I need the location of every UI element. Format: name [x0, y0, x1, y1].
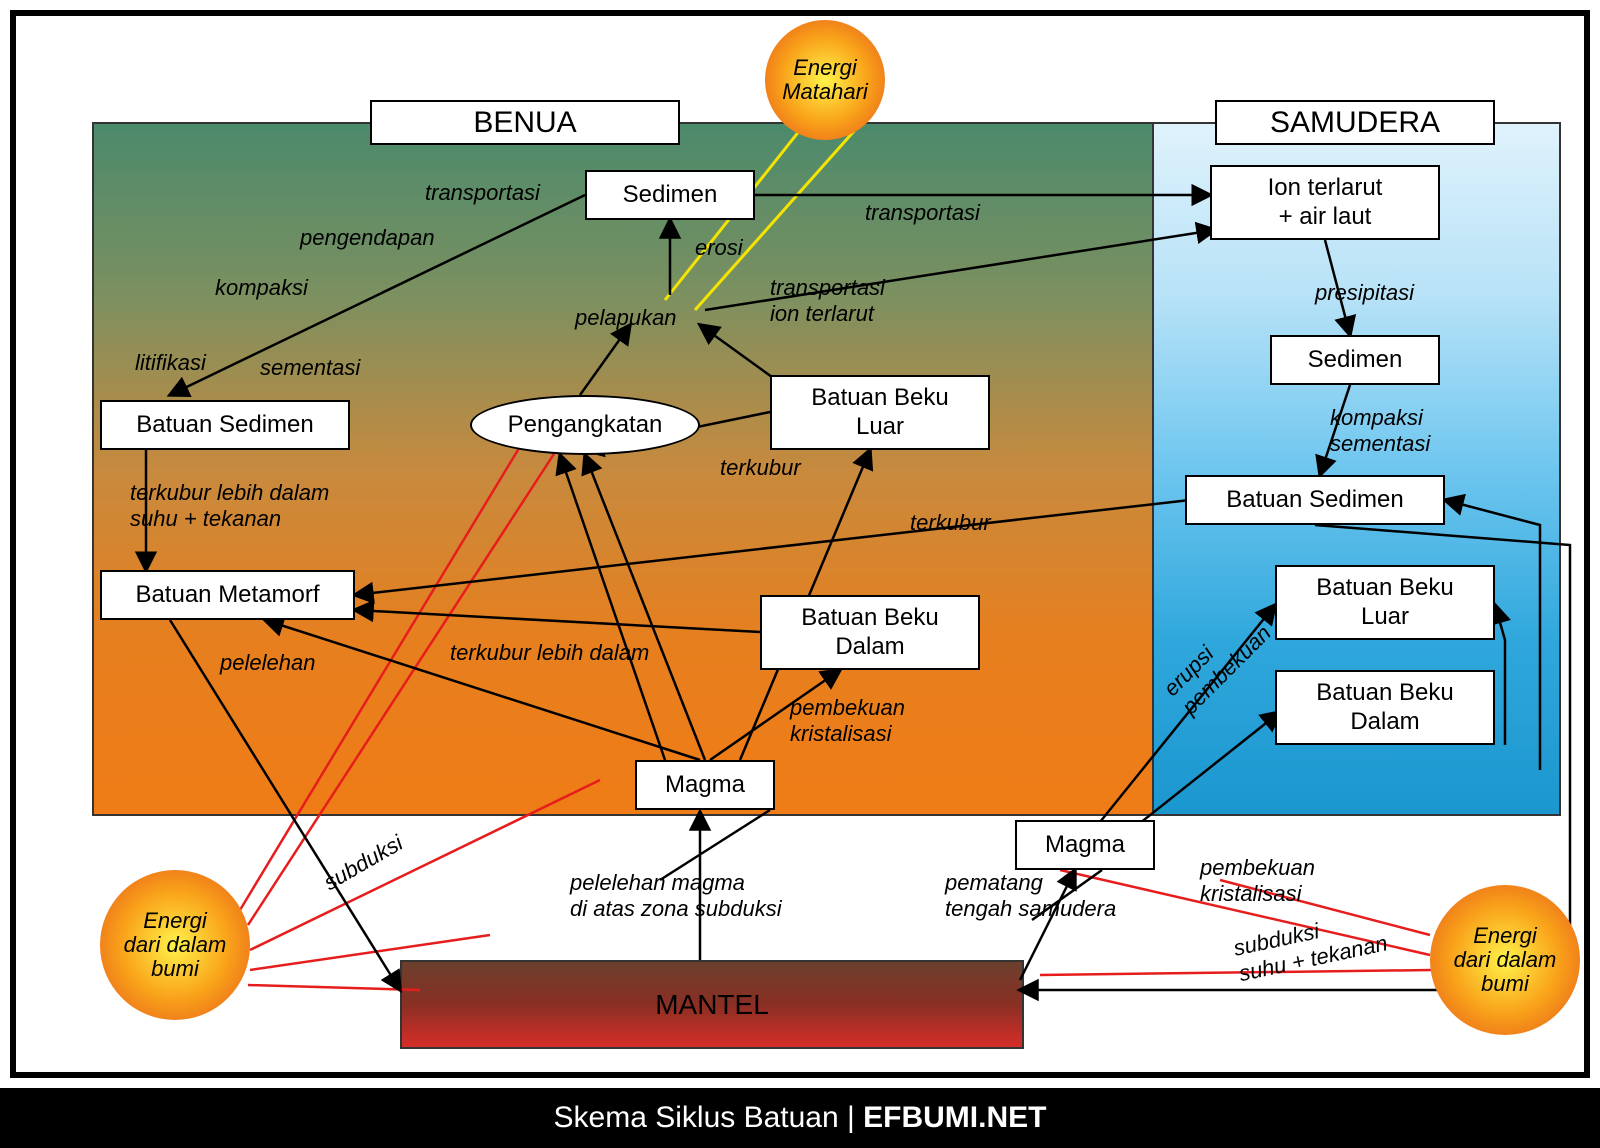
label-pelelehan_magma: pelelehan magmadi atas zona subduksi — [570, 870, 782, 922]
footer-title: Skema Siklus Batuan | — [554, 1101, 864, 1134]
region-benua — [92, 122, 1156, 816]
label-pembekuan_krist_b: pembekuankristalisasi — [790, 695, 905, 747]
label-terkubur_suhu: terkubur lebih dalamsuhu + tekanan — [130, 480, 329, 532]
title-benua-label: BENUA — [473, 105, 576, 141]
label-pembekuan_krist_s: pembekuankristalisasi — [1200, 855, 1315, 907]
node-bat_beku_dalam_s-label: Batuan BekuDalam — [1316, 679, 1453, 737]
node-bat_sed_s: Batuan Sedimen — [1185, 475, 1445, 525]
label-litifikasi: litifikasi — [135, 350, 206, 376]
sun-left: Energidari dalambumi — [100, 870, 250, 1020]
label-transp_ion: transportasiion terlarut — [770, 275, 885, 327]
node-bat_beku_luar_s: Batuan BekuLuar — [1275, 565, 1495, 640]
node-bat_sed_b-label: Batuan Sedimen — [136, 411, 313, 440]
label-pematang: pematangtengah samudera — [945, 870, 1116, 922]
node-bat_beku_luar_s-label: Batuan BekuLuar — [1316, 574, 1453, 632]
title-benua: BENUA — [370, 100, 680, 145]
node-magma_b-label: Magma — [665, 771, 745, 800]
label-pengendapan: pengendapan — [300, 225, 435, 251]
title-samudera-label: SAMUDERA — [1270, 105, 1440, 141]
node-ion-label: Ion terlarut+ air laut — [1268, 174, 1383, 232]
node-sedimen_s: Sedimen — [1270, 335, 1440, 385]
label-sementasi1: sementasi — [260, 355, 360, 381]
footer-site: EFBUMI.NET — [863, 1101, 1046, 1134]
label-pelapukan: pelapukan — [575, 305, 677, 331]
node-sedimen: Sedimen — [585, 170, 755, 220]
sun-right-label: Energidari dalambumi — [1454, 924, 1557, 997]
node-bat_beku_dalam_b-label: Batuan BekuDalam — [801, 604, 938, 662]
label-subduksi1: subduksi — [319, 830, 407, 896]
node-bat_beku_dalam_s: Batuan BekuDalam — [1275, 670, 1495, 745]
node-magma_s-label: Magma — [1045, 831, 1125, 860]
label-terkubur1: terkubur — [720, 455, 801, 481]
node-bat_met-label: Batuan Metamorf — [135, 581, 319, 610]
label-kompaksi1: kompaksi — [215, 275, 308, 301]
node-bat_beku_luar_b: Batuan BekuLuar — [770, 375, 990, 450]
node-bat_beku_luar_b-label: Batuan BekuLuar — [811, 384, 948, 442]
label-komp_sem_s: kompaksisementasi — [1330, 405, 1430, 457]
sun-top: EnergiMatahari — [765, 20, 885, 140]
label-presipitasi: presipitasi — [1315, 280, 1414, 306]
node-pengangkatan: Pengangkatan — [470, 395, 700, 455]
footer-bar: Skema Siklus Batuan | EFBUMI.NET — [0, 1088, 1600, 1148]
mantel-label: MANTEL — [655, 989, 769, 1021]
label-transportasi1: transportasi — [425, 180, 540, 206]
node-bat_beku_dalam_b: Batuan BekuDalam — [760, 595, 980, 670]
label-erosi: erosi — [695, 235, 743, 261]
label-pelelehan: pelelehan — [220, 650, 315, 676]
label-terkubur_dalam: terkubur lebih dalam — [450, 640, 649, 666]
region-mantel: MANTEL — [400, 960, 1024, 1049]
sun-top-label: EnergiMatahari — [782, 56, 868, 104]
node-bat_met: Batuan Metamorf — [100, 570, 355, 620]
label-terkubur2: terkubur — [910, 510, 991, 536]
label-transportasi2: transportasi — [865, 200, 980, 226]
node-pengangkatan-label: Pengangkatan — [508, 411, 663, 440]
label-subduksi_suhu: subduksisuhu + tekanan — [1231, 905, 1390, 987]
node-bat_sed_s-label: Batuan Sedimen — [1226, 486, 1403, 515]
diagram-stage: MANTEL BENUA SAMUDERA Sedimen Batuan Sedi… — [0, 0, 1600, 1148]
title-samudera: SAMUDERA — [1215, 100, 1495, 145]
sun-right: Energidari dalambumi — [1430, 885, 1580, 1035]
sun-left-label: Energidari dalambumi — [124, 909, 227, 982]
node-ion: Ion terlarut+ air laut — [1210, 165, 1440, 240]
node-magma_s: Magma — [1015, 820, 1155, 870]
node-sedimen-label: Sedimen — [623, 181, 718, 210]
node-bat_sed_b: Batuan Sedimen — [100, 400, 350, 450]
node-sedimen_s-label: Sedimen — [1308, 346, 1403, 375]
node-magma_b: Magma — [635, 760, 775, 810]
